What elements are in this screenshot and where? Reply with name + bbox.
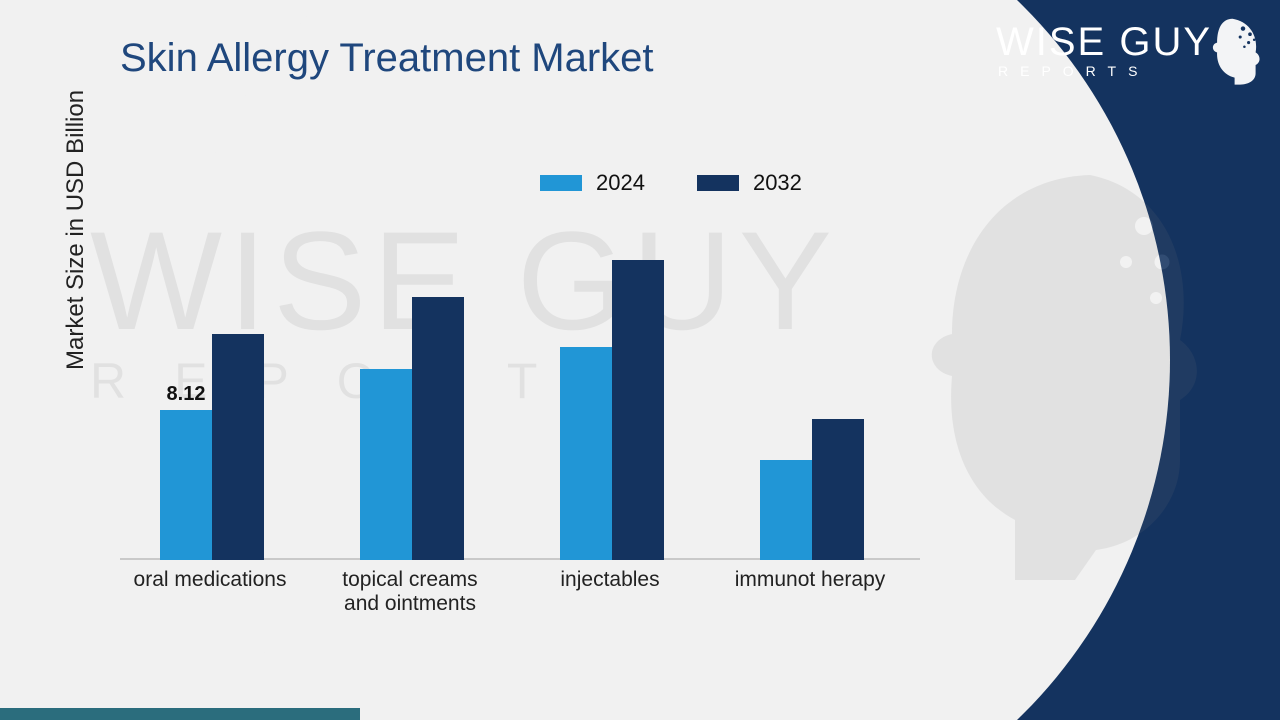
watermark-head-icon xyxy=(910,160,1210,580)
x-label-2: injectables xyxy=(530,568,690,592)
brand-logo: WISE GUY REPORTS xyxy=(996,22,1256,78)
bar-2032-0 xyxy=(212,334,264,560)
x-label-1-text: topical creams and ointments xyxy=(342,568,477,615)
bar-2032-2 xyxy=(612,260,664,560)
x-label-0-text: oral medications xyxy=(134,568,287,591)
page-title: Skin Allergy Treatment Market xyxy=(120,36,654,81)
legend-swatch-2024 xyxy=(540,175,582,191)
chart-plot: 8.12 xyxy=(120,190,920,560)
x-label-3: immunot herapy xyxy=(730,568,890,592)
bar-2024-2 xyxy=(560,347,612,560)
bar-2024-3 xyxy=(760,460,812,560)
x-label-2-text: injectables xyxy=(560,568,659,591)
x-label-0: oral medications xyxy=(130,568,290,592)
bar-label-2024-0: 8.12 xyxy=(167,383,206,406)
bar-2032-3 xyxy=(812,419,864,560)
x-label-1: topical creams and ointments xyxy=(330,568,490,616)
legend-swatch-2032 xyxy=(697,175,739,191)
x-label-3-text: immunot herapy xyxy=(735,568,886,591)
bar-2032-1 xyxy=(412,297,464,560)
bar-2024-0: 8.12 xyxy=(160,410,212,560)
brand-head-icon xyxy=(1194,16,1264,86)
footer-strip xyxy=(0,708,360,720)
page: WISE GUY REPORTS Skin Allergy Treatment … xyxy=(0,0,1280,720)
bar-2024-1 xyxy=(360,369,412,560)
y-axis-label: Market Size in USD Billion xyxy=(62,90,90,370)
